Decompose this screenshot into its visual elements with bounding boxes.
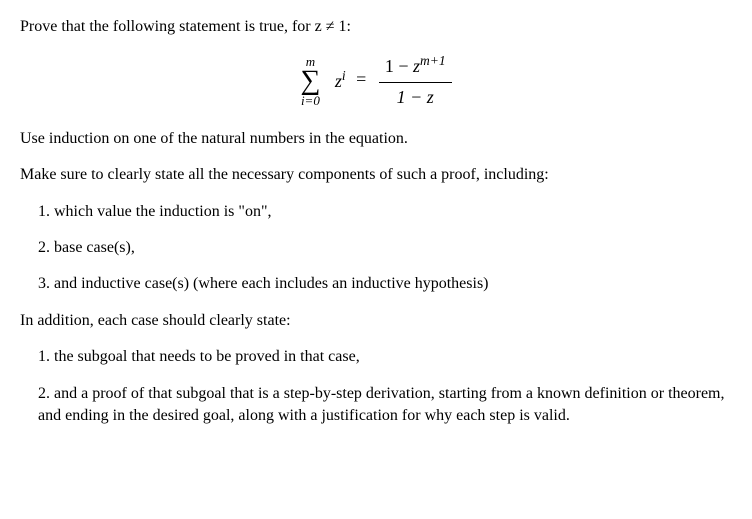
fraction-denominator: 1 − z <box>379 83 452 110</box>
intro-span: Prove that the following statement is tr… <box>20 18 351 35</box>
sum-block: m ∑ i=0 <box>300 55 320 106</box>
fraction: 1 − zm+1 1 − z <box>379 52 452 109</box>
list-b-item-1: 1. the subgoal that needs to be proved i… <box>20 346 732 368</box>
list-b-1-text: 1. the subgoal that needs to be proved i… <box>38 348 360 365</box>
list-a-3-text: 3. and inductive case(s) (where each inc… <box>38 275 489 292</box>
intro-text: Prove that the following statement is tr… <box>20 16 732 38</box>
list-a-1-text: 1. which value the induction is "on", <box>38 203 271 220</box>
instruction-2-text: Make sure to clearly state all the neces… <box>20 166 549 183</box>
sum-lower: i=0 <box>300 94 320 107</box>
equals-sign: = <box>356 69 371 89</box>
den-text: 1 − z <box>397 87 434 107</box>
summand-base: z <box>335 71 342 91</box>
list-b-2-text: 2. and a proof of that subgoal that is a… <box>38 385 725 424</box>
instruction-1: Use induction on one of the natural numb… <box>20 128 732 150</box>
equation-display: m ∑ i=0 zi = 1 − zm+1 1 − z <box>20 52 732 109</box>
sum-symbol: ∑ <box>300 68 320 93</box>
num-exp: m+1 <box>420 53 446 68</box>
instruction-3-text: In addition, each case should clearly st… <box>20 312 291 329</box>
list-a-item-1: 1. which value the induction is "on", <box>20 201 732 223</box>
fraction-numerator: 1 − zm+1 <box>379 52 452 82</box>
list-b-item-2: 2. and a proof of that subgoal that is a… <box>20 383 732 428</box>
instruction-3: In addition, each case should clearly st… <box>20 310 732 332</box>
instruction-2: Make sure to clearly state all the neces… <box>20 164 732 186</box>
list-a-item-3: 3. and inductive case(s) (where each inc… <box>20 273 732 295</box>
list-a-item-2: 2. base case(s), <box>20 237 732 259</box>
list-a-2-text: 2. base case(s), <box>38 239 135 256</box>
summand-exp: i <box>342 68 346 83</box>
num-var: z <box>413 56 420 76</box>
num-left: 1 − <box>385 56 413 76</box>
instruction-1-text: Use induction on one of the natural numb… <box>20 130 408 147</box>
summand: zi <box>335 67 346 94</box>
